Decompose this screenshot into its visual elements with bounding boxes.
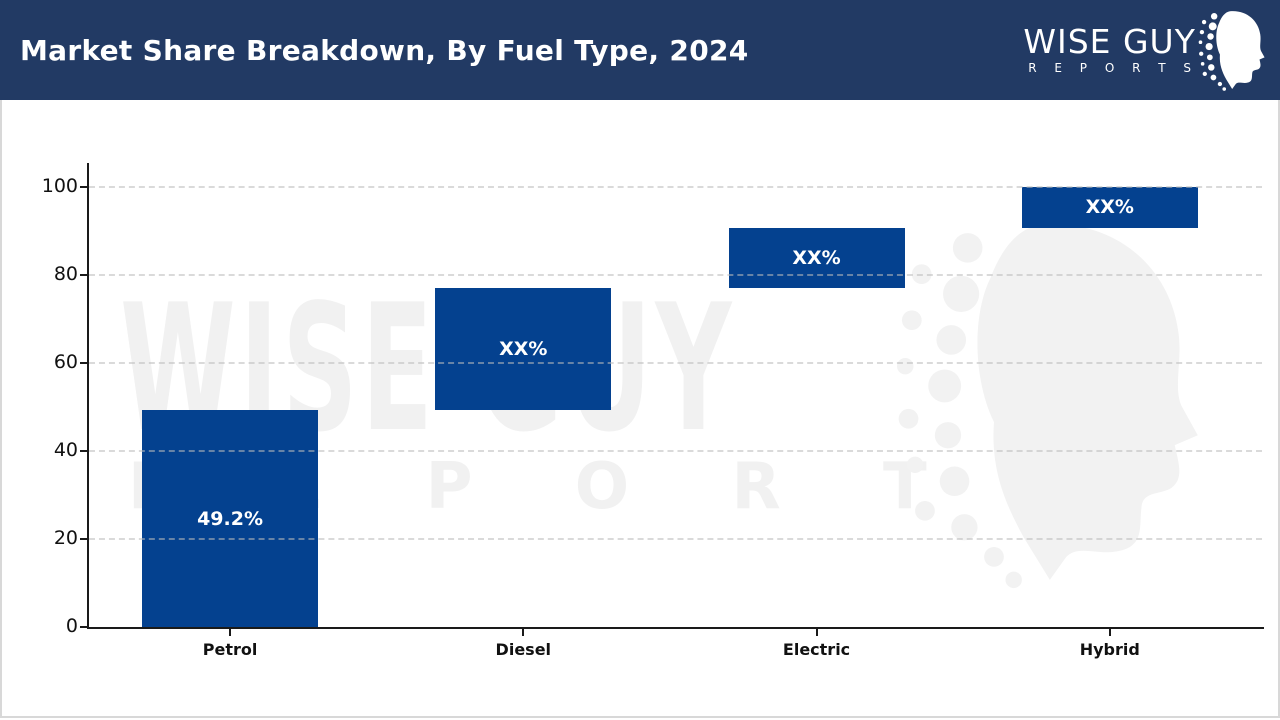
y-tick-mark: [80, 361, 87, 364]
y-tick-label: 40: [53, 438, 78, 461]
gridline: [89, 449, 1262, 452]
y-tick-mark: [80, 626, 87, 628]
bar-value-label: 49.2%: [197, 507, 263, 530]
y-tick-label: 20: [53, 526, 78, 549]
x-tick-mark: [1108, 629, 1111, 636]
x-tick-mark: [522, 629, 525, 636]
y-tick-mark: [80, 273, 87, 276]
wiseguy-head-icon: [1198, 10, 1265, 91]
watermark-head-icon: [897, 224, 1198, 589]
y-tick-label: 100: [41, 174, 78, 197]
bar-diesel: [435, 288, 612, 411]
x-tick-mark: [815, 629, 818, 636]
x-tick-mark: [229, 629, 232, 636]
category-label-diesel: Diesel: [495, 640, 552, 659]
page-title: Market Share Breakdown, By Fuel Type, 20…: [20, 33, 749, 67]
gridline: [89, 185, 1262, 188]
logo-subtitle: R E P O R T S: [1028, 61, 1198, 75]
y-tick-mark: [80, 449, 87, 452]
category-label-electric: Electric: [782, 640, 851, 659]
bar-petrol: [142, 410, 319, 627]
bar-hybrid: [1021, 186, 1198, 229]
wiseguy-logo: WISE GUY R E P O R T S: [1021, 9, 1266, 92]
gridline: [89, 273, 1262, 276]
logo-wordmark: WISE GUY: [1023, 22, 1196, 61]
category-label-hybrid: Hybrid: [1079, 640, 1140, 659]
gridline: [89, 537, 1262, 540]
bar-value-label: XX%: [792, 247, 841, 270]
y-tick-mark: [80, 537, 87, 540]
y-tick-label: 0: [65, 615, 78, 637]
y-tick-label: 60: [53, 350, 78, 373]
bar-electric: [728, 228, 905, 289]
y-axis-line: [87, 163, 89, 629]
y-tick-label: 80: [53, 262, 78, 285]
bar-value-label: XX%: [499, 338, 548, 361]
x-axis-line: [87, 627, 1264, 629]
y-tick-mark: [80, 185, 87, 188]
bar-value-label: XX%: [1085, 196, 1134, 219]
content-frame: [0, 100, 1280, 718]
category-label-petrol: Petrol: [202, 640, 258, 659]
header-bar: Market Share Breakdown, By Fuel Type, 20…: [0, 0, 1280, 100]
logo-text: WISE GUY R E P O R T S: [1021, 25, 1198, 75]
gridline: [89, 361, 1262, 364]
